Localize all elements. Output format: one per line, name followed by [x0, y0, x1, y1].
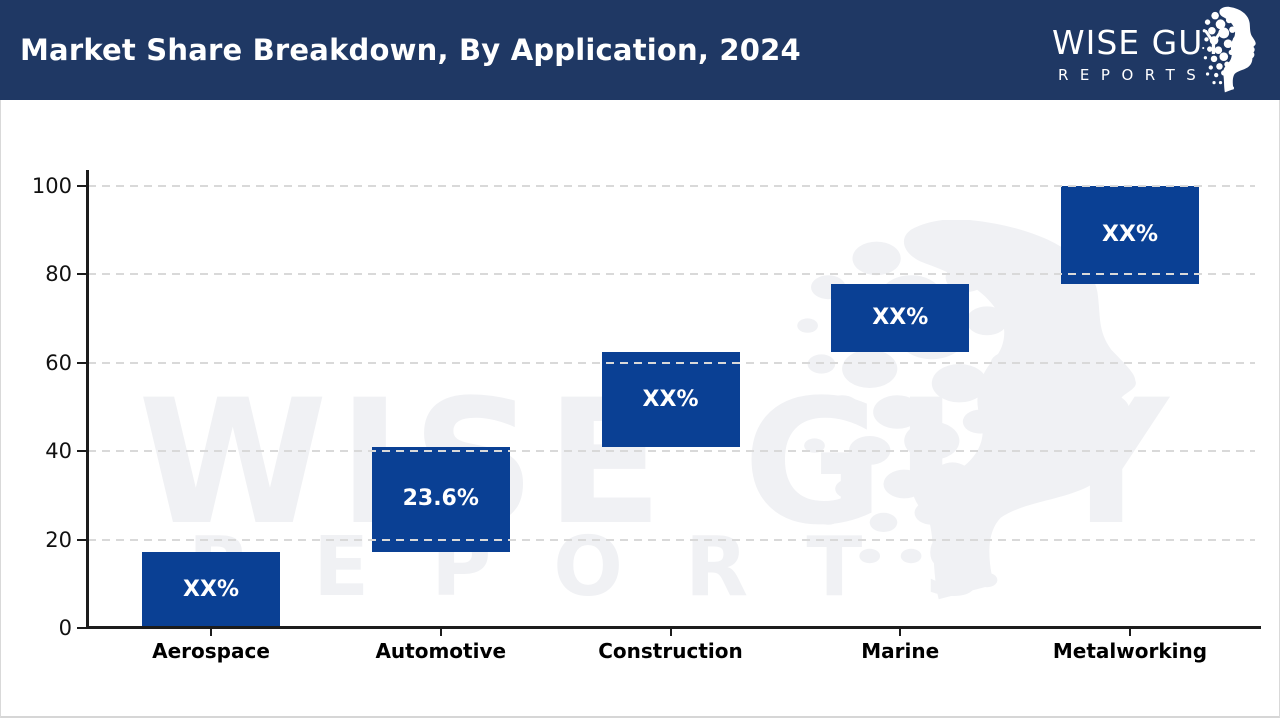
y-tick-label: 80 [45, 262, 72, 287]
bar-label: XX% [872, 304, 929, 330]
y-tick-mark [77, 361, 86, 364]
y-tick-mark [77, 538, 86, 541]
bar-label: 23.6% [402, 486, 479, 512]
y-tick-label: 0 [58, 616, 72, 640]
x-axis-label: Automotive [375, 639, 507, 663]
wise-guy-logo: WISE GUY REPORTS [1014, 4, 1272, 96]
y-tick-label: 100 [31, 174, 72, 198]
bar-label: XX% [642, 386, 699, 412]
grid-line [88, 185, 1255, 187]
x-axis-label: Metalworking [1052, 639, 1208, 663]
y-tick-label: 40 [45, 439, 72, 464]
grid-line [88, 538, 1255, 541]
y-axis-line [86, 170, 89, 629]
x-tick-mark [439, 629, 442, 636]
x-axis-line [86, 626, 1261, 629]
y-tick-label: 20 [45, 527, 72, 552]
bar-label: XX% [183, 576, 239, 602]
page-title: Market Share Breakdown, By Application, … [20, 33, 801, 67]
x-tick-mark [210, 629, 212, 636]
x-axis-label: Marine [861, 639, 940, 663]
bar [601, 352, 740, 448]
logo-wordmark-line2: REPORTS [1058, 66, 1207, 84]
bar [371, 447, 510, 552]
bar [142, 551, 280, 628]
x-tick-mark [1129, 629, 1131, 636]
bar [831, 283, 970, 353]
x-tick-mark [899, 629, 902, 636]
y-tick-mark [77, 273, 86, 276]
x-axis-label: Construction [598, 639, 743, 663]
y-tick-label: 60 [45, 350, 72, 375]
frame-border-bottom [0, 716, 1280, 718]
bar-label: XX% [1102, 221, 1158, 247]
y-tick-mark [77, 627, 86, 629]
y-tick-mark [77, 450, 86, 453]
grid-line [88, 273, 1255, 276]
watermark-text-line2: REPORTS [188, 520, 1046, 615]
frame-border-left [0, 100, 1, 718]
bar [1061, 186, 1199, 284]
header-bar: Market Share Breakdown, By Application, … [0, 0, 1280, 100]
x-axis-label: Aerospace [152, 639, 270, 663]
logo-dotted-head-icon [1202, 6, 1256, 93]
logo-wordmark-line1: WISE GUY [1052, 23, 1225, 62]
grid-line [88, 361, 1255, 364]
grid-line [88, 450, 1255, 453]
y-tick-mark [77, 185, 86, 187]
x-tick-mark [669, 629, 672, 636]
wise-guy-logo-graphic: WISE GUY REPORTS [1052, 6, 1256, 93]
